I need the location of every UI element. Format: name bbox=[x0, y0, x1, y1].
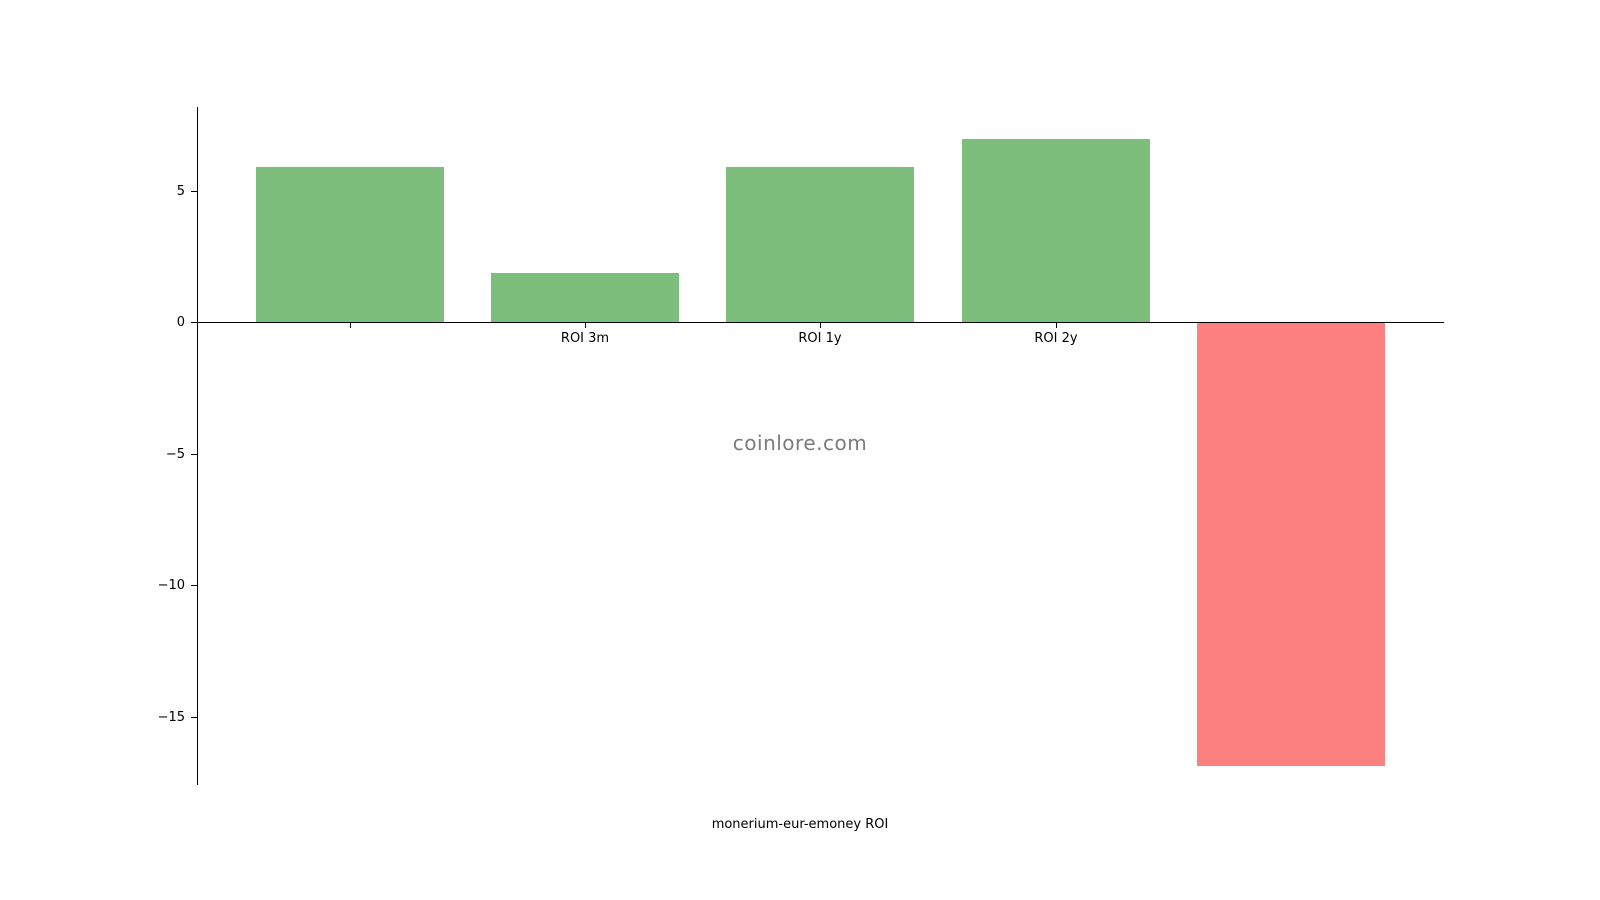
bar-3 bbox=[962, 139, 1150, 323]
x-tick-label: ROI 2y bbox=[1034, 331, 1078, 346]
y-tick-mark bbox=[191, 322, 197, 323]
x-tick-mark bbox=[820, 322, 821, 328]
bar-1 bbox=[491, 273, 679, 323]
x-tick-mark bbox=[1056, 322, 1057, 328]
x-tick-mark bbox=[350, 322, 351, 328]
y-tick-mark bbox=[191, 585, 197, 586]
y-axis-spine bbox=[197, 107, 198, 785]
x-tick-mark bbox=[585, 322, 586, 328]
y-tick-mark bbox=[191, 454, 197, 455]
y-tick-label: −5 bbox=[165, 447, 185, 462]
x-tick-label: ROI 3m bbox=[560, 331, 610, 346]
y-tick-label: −15 bbox=[157, 710, 185, 725]
x-axis-spine bbox=[197, 322, 1444, 323]
x-tick-label: ROI 1y bbox=[798, 331, 842, 346]
y-tick-label: 5 bbox=[176, 184, 185, 199]
y-tick-label: −10 bbox=[157, 578, 185, 593]
y-tick-label: 0 bbox=[176, 315, 185, 330]
watermark-text: coinlore.com bbox=[732, 431, 868, 455]
bar-2 bbox=[726, 167, 914, 322]
bar-4 bbox=[1197, 322, 1385, 766]
y-tick-mark bbox=[191, 717, 197, 718]
bar-0 bbox=[256, 167, 444, 322]
chart-title: monerium-eur-emoney ROI bbox=[711, 817, 889, 832]
y-tick-mark bbox=[191, 191, 197, 192]
